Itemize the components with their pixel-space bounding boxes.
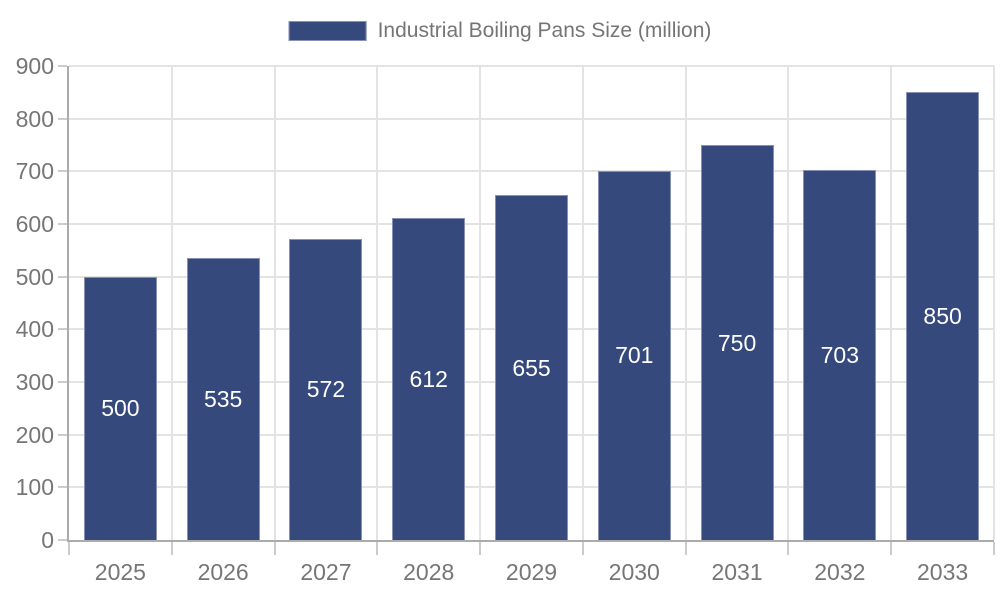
x-axis-tick-label: 2031: [711, 559, 763, 585]
bar[interactable]: 612: [392, 217, 466, 540]
bar-value-label: 500: [101, 395, 140, 422]
x-axis-tick-label: 2025: [94, 559, 146, 585]
y-axis-tick: [58, 381, 67, 383]
v-gridline: [376, 66, 379, 540]
bar[interactable]: 750: [700, 145, 774, 540]
v-gridline: [170, 66, 173, 540]
y-axis-tick-label: 600: [15, 211, 54, 237]
y-axis-tick-label: 500: [15, 263, 54, 290]
v-gridline: [684, 66, 687, 540]
y-axis-tick: [58, 486, 67, 489]
h-gridline: [69, 65, 994, 67]
bar[interactable]: 535: [186, 258, 260, 540]
y-axis-tick: [58, 65, 67, 67]
x-axis-tick-label: 2026: [197, 559, 249, 585]
bar-value-label: 535: [203, 386, 243, 413]
x-axis-tick: [581, 542, 584, 555]
bar[interactable]: 572: [289, 238, 363, 540]
bar[interactable]: 701: [597, 170, 671, 540]
bar-value-label: 850: [923, 303, 962, 330]
y-axis-tick-label: 0: [41, 527, 54, 553]
legend-item[interactable]: Industrial Boiling Pans Size (million): [288, 19, 712, 43]
x-axis-tick: [890, 542, 893, 555]
bar[interactable]: 500: [83, 276, 157, 540]
x-axis-tick-label: 2028: [403, 559, 455, 585]
legend-label: Industrial Boiling Pans Size (million): [377, 19, 712, 42]
y-axis-tick-label: 300: [15, 369, 54, 395]
x-axis-tick: [68, 542, 70, 555]
x-axis-tick-label: 2030: [608, 559, 660, 585]
x-axis-tick: [993, 542, 995, 555]
v-gridline: [993, 66, 995, 540]
x-axis-tick: [684, 542, 687, 555]
y-axis-tick-label: 400: [15, 316, 54, 343]
legend-swatch-icon: [288, 21, 367, 41]
y-axis-tick-label: 900: [15, 53, 54, 79]
bar-value-label: 612: [409, 365, 448, 392]
x-axis-tick: [787, 542, 790, 555]
y-axis-tick-label: 100: [15, 474, 54, 501]
bar-value-label: 572: [306, 376, 346, 403]
plot-area: 0 100 200 300 400 500 600 700 800 900 500 2025 535 20…: [16, 55, 995, 585]
x-axis-tick-label: 2029: [505, 559, 558, 585]
x-axis-tick: [376, 542, 379, 555]
bar[interactable]: 655: [495, 195, 568, 540]
y-axis-tick: [58, 117, 67, 120]
y-axis-tick: [58, 539, 67, 541]
bar[interactable]: 703: [803, 169, 877, 540]
x-axis-tick-label: 2033: [917, 559, 969, 585]
y-axis-tick: [58, 328, 67, 331]
y-axis-tick-label: 700: [15, 158, 54, 185]
v-gridline: [581, 66, 584, 540]
bar-value-label: 750: [717, 329, 757, 356]
y-axis-tick: [58, 223, 67, 225]
bar-value-label: 703: [820, 341, 860, 368]
h-gridline: [69, 117, 994, 120]
y-axis-tick-label: 200: [15, 421, 54, 448]
bar-value-label: 655: [512, 354, 551, 381]
bar-value-label: 701: [615, 342, 654, 369]
y-axis-tick-label: 800: [15, 105, 54, 132]
y-axis-tick: [58, 433, 67, 436]
x-axis-tick: [479, 542, 482, 555]
v-gridline: [273, 66, 276, 540]
bar[interactable]: 850: [906, 92, 980, 540]
h-gridline: [69, 170, 994, 173]
x-axis-tick-label: 2032: [814, 559, 866, 585]
x-axis-tick: [273, 542, 276, 555]
v-gridline: [787, 66, 790, 540]
y-axis-tick: [58, 275, 67, 278]
x-axis-tick-label: 2027: [300, 559, 352, 585]
y-axis-tick: [58, 170, 67, 173]
v-gridline: [479, 66, 482, 540]
x-axis-tick: [170, 542, 173, 555]
v-gridline: [890, 66, 893, 540]
